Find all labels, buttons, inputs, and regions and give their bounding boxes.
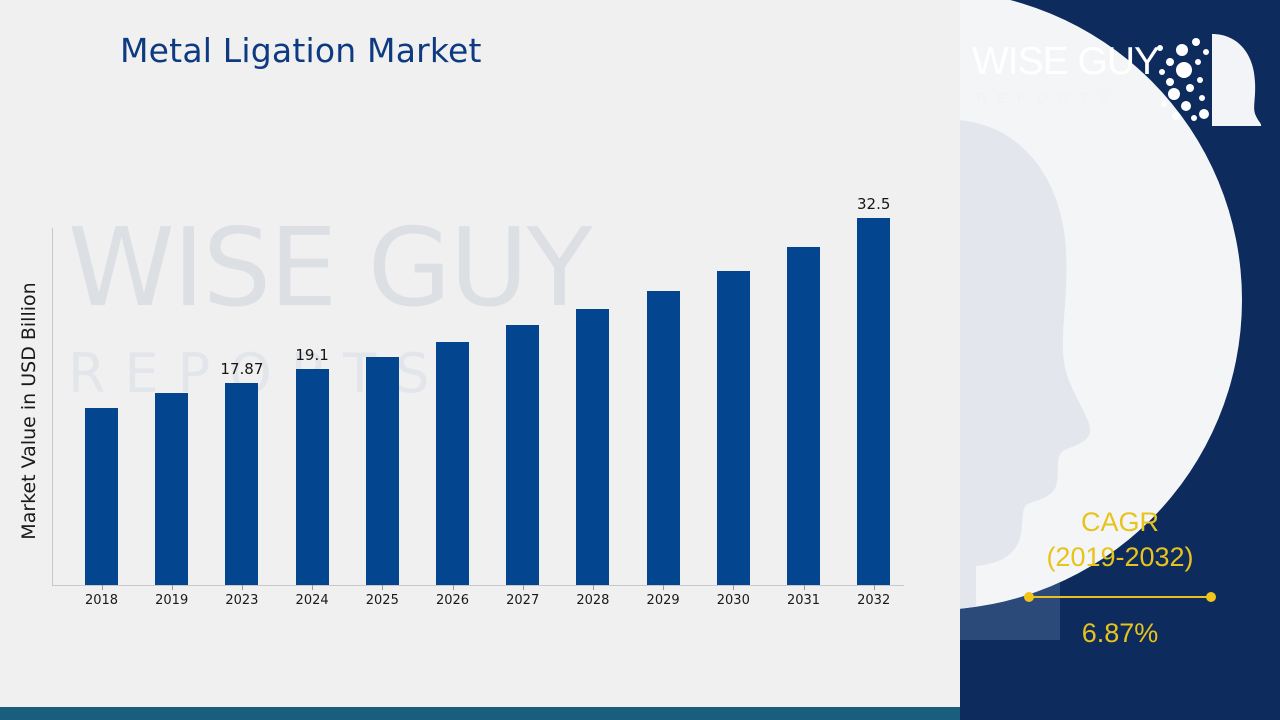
x-axis-tick xyxy=(101,585,103,590)
y-axis-line xyxy=(52,228,53,585)
x-axis-tick xyxy=(873,585,875,590)
cagr-block: CAGR (2019-2032) 6.87% xyxy=(960,505,1280,649)
x-axis-tick xyxy=(592,585,594,590)
x-axis-tick-label: 2019 xyxy=(155,593,189,608)
x-axis-tick xyxy=(663,585,665,590)
side-panel: WISE GUY REPORTS CAGR (2019-2 xyxy=(960,0,1280,720)
plot-area: 2018 2019 17.87 2023 19.1 2024 2025 2026 2027 202… xyxy=(84,195,891,608)
bottom-accent-strip xyxy=(0,707,960,720)
bar xyxy=(787,247,820,585)
chart-panel: Metal Ligation Market WISE GUY REPORTS M… xyxy=(0,31,960,720)
bar xyxy=(716,271,750,585)
bar xyxy=(85,407,118,585)
x-axis-tick xyxy=(312,585,314,590)
bar-value-label: 19.1 xyxy=(295,346,329,365)
bar xyxy=(295,369,329,585)
bar-value-label: 32.5 xyxy=(856,195,891,213)
x-axis-tick-label: 2026 xyxy=(435,593,470,608)
page-title: Metal Ligation Market xyxy=(120,31,482,70)
x-axis-tick-label: 2018 xyxy=(84,593,119,608)
brand-logo: WISE GUY REPORTS xyxy=(964,28,1276,128)
bar xyxy=(506,325,540,585)
bar xyxy=(576,309,610,585)
divider-line xyxy=(1029,596,1211,599)
bar-value-label: 17.87 xyxy=(220,360,264,379)
dotted-head-pattern xyxy=(960,120,1091,610)
cagr-period: (2019-2032) xyxy=(1046,541,1194,572)
x-axis-tick-label: 2027 xyxy=(506,593,540,608)
bar xyxy=(857,218,891,585)
cagr-label: CAGR xyxy=(1080,507,1159,537)
bar xyxy=(155,393,189,585)
logo-wordmark: WISE GUY xyxy=(972,40,1160,83)
bar xyxy=(225,383,259,585)
x-axis-tick xyxy=(733,585,735,590)
x-axis-line xyxy=(52,585,904,586)
x-axis-tick-label: 2028 xyxy=(576,593,610,608)
x-axis-tick xyxy=(241,585,243,590)
x-axis-tick xyxy=(803,585,805,590)
cagr-divider xyxy=(1024,592,1216,603)
x-axis-tick-label: 2023 xyxy=(225,593,259,608)
divider-dot-left xyxy=(1024,592,1034,603)
x-axis-tick-label: 2030 xyxy=(716,593,750,608)
x-axis-tick-label: 2025 xyxy=(365,593,399,608)
x-axis-tick xyxy=(522,585,524,590)
bar xyxy=(436,342,469,585)
x-axis-tick-label: 2031 xyxy=(786,593,821,608)
x-axis-tick xyxy=(171,585,173,590)
logo-subtext: REPORTS xyxy=(976,90,1119,107)
divider-dot-right xyxy=(1206,592,1216,603)
x-axis-tick-label: 2029 xyxy=(646,593,680,608)
x-axis-tick-label: 2024 xyxy=(295,593,329,608)
bar xyxy=(646,291,680,585)
x-axis-tick xyxy=(452,585,454,590)
logo-dotted-head-icon xyxy=(1157,34,1262,126)
decorative-head-artwork xyxy=(960,0,1280,720)
x-axis-tick xyxy=(382,585,384,590)
x-axis-tick-label: 2032 xyxy=(857,593,891,608)
head-silhouette-svg xyxy=(960,0,1242,640)
cagr-value: 6.87% xyxy=(1081,618,1159,649)
bar xyxy=(365,356,399,585)
